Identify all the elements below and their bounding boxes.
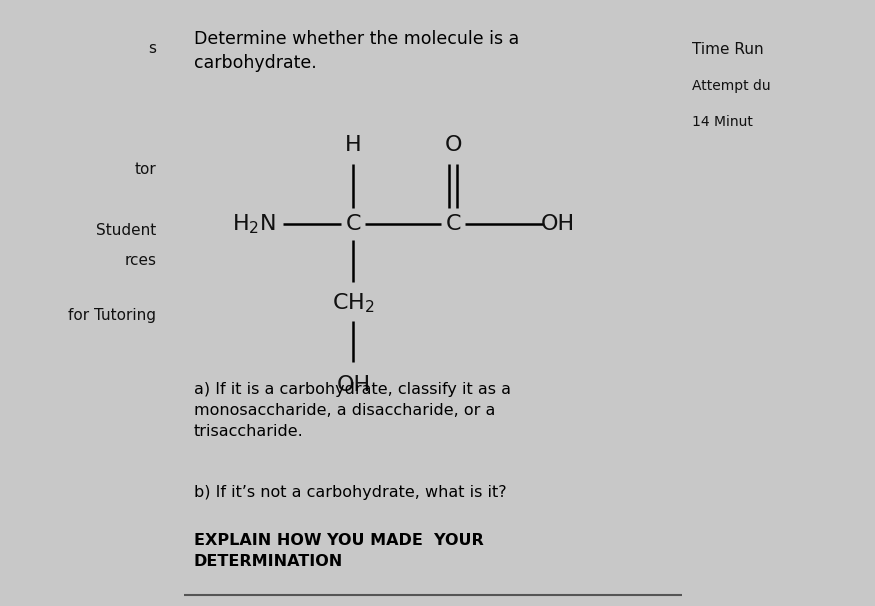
Text: for Tutoring: for Tutoring [68, 308, 157, 322]
Text: $\mathregular{CH_2}$: $\mathregular{CH_2}$ [332, 291, 374, 315]
Text: s: s [148, 41, 157, 56]
Text: C: C [346, 214, 361, 235]
Text: Student: Student [96, 223, 157, 238]
Text: tor: tor [135, 162, 157, 177]
Text: H: H [345, 135, 361, 156]
Text: Determine whether the molecule is a
carbohydrate.: Determine whether the molecule is a carb… [193, 30, 519, 72]
Text: 14 Minut: 14 Minut [692, 115, 753, 129]
Text: OH: OH [541, 214, 575, 235]
Text: EXPLAIN HOW YOU MADE  YOUR
DETERMINATION: EXPLAIN HOW YOU MADE YOUR DETERMINATION [193, 533, 484, 569]
Text: Time Run: Time Run [692, 42, 764, 58]
Text: b) If it’s not a carbohydrate, what is it?: b) If it’s not a carbohydrate, what is i… [193, 485, 507, 500]
Text: rces: rces [124, 253, 157, 268]
Text: OH: OH [336, 375, 370, 395]
Text: C: C [445, 214, 461, 235]
Text: a) If it is a carbohydrate, classify it as a
monosaccharide, a disaccharide, or : a) If it is a carbohydrate, classify it … [193, 382, 511, 439]
Text: $\mathregular{H_2N}$: $\mathregular{H_2N}$ [232, 213, 276, 236]
Text: O: O [444, 135, 462, 156]
Text: Attempt du: Attempt du [692, 79, 771, 93]
